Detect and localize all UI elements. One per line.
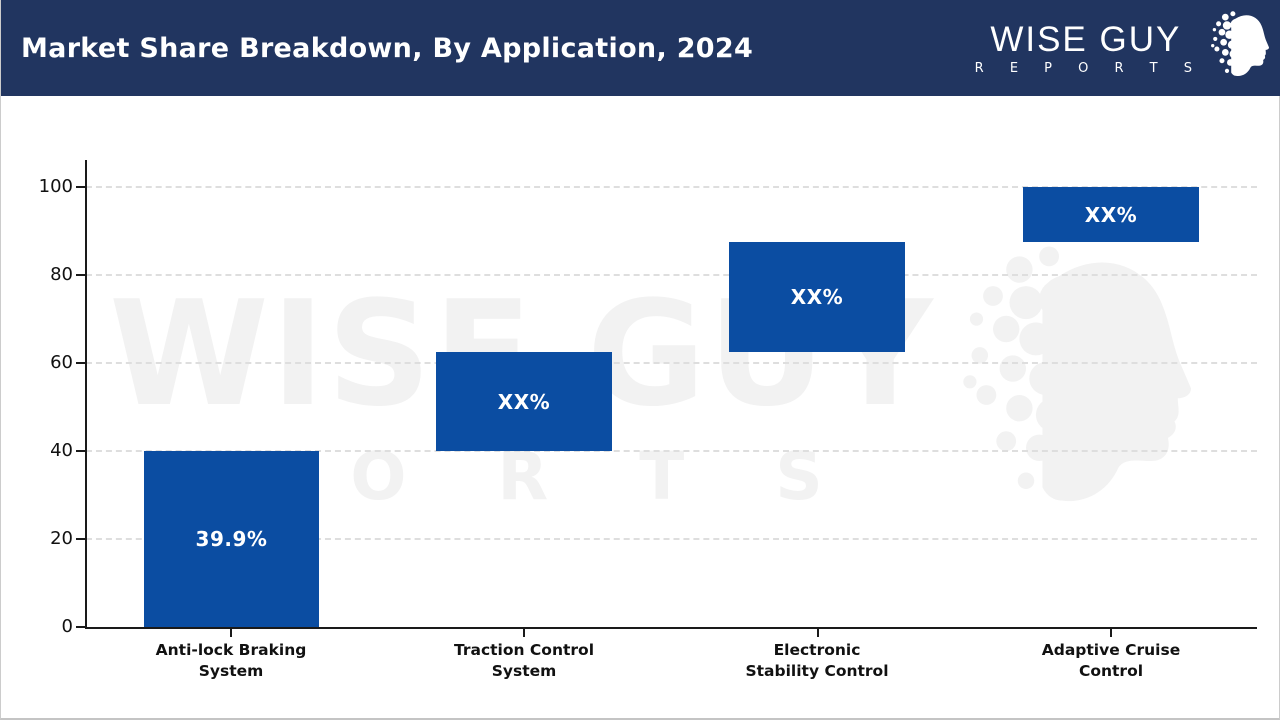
gridline-60 xyxy=(86,362,1257,364)
gridline-80 xyxy=(86,274,1257,276)
bar-value-label: 39.9% xyxy=(195,527,268,551)
y-tick xyxy=(76,450,85,452)
y-tick-label: 0 xyxy=(61,616,73,637)
y-tick xyxy=(76,626,85,628)
logo-text: WISE GUY R E P O R T S xyxy=(969,20,1203,76)
header-bar: Market Share Breakdown, By Application, … xyxy=(1,0,1280,96)
y-tick xyxy=(76,538,85,540)
bar-traction-control-system: XX% xyxy=(436,352,612,451)
x-tick xyxy=(1110,629,1112,637)
logo-subtitle: R E P O R T S xyxy=(974,60,1203,76)
page-title: Market Share Breakdown, By Application, … xyxy=(21,32,754,64)
x-tick xyxy=(523,629,525,637)
x-tick xyxy=(230,629,232,637)
x-axis-line xyxy=(85,627,1257,629)
y-tick-label: 20 xyxy=(50,528,73,549)
y-tick-label: 100 xyxy=(38,176,73,197)
logo-wordmark: WISE GUY xyxy=(990,20,1182,60)
dotted-head-profile-icon xyxy=(1211,11,1269,77)
x-category-label: Traction Control System xyxy=(453,641,595,680)
y-tick xyxy=(76,186,85,188)
wise-guy-reports-logo: WISE GUY R E P O R T S xyxy=(969,6,1269,92)
gridline-20 xyxy=(86,538,1257,540)
gridline-40 xyxy=(86,450,1257,452)
watermark-dotted-head-icon xyxy=(963,246,1191,502)
y-tick xyxy=(76,362,85,364)
y-tick xyxy=(76,274,85,276)
y-tick-label: 80 xyxy=(50,264,73,285)
bar-adaptive-cruise-control: XX% xyxy=(1023,187,1199,242)
bar-anti-lock-braking-system: 39.9% xyxy=(144,451,319,627)
bar-value-label: XX% xyxy=(790,285,844,309)
y-axis-line xyxy=(85,160,87,629)
gridline-100 xyxy=(86,186,1257,188)
bar-electronic-stability-control: XX% xyxy=(729,242,905,352)
x-category-label: Anti-lock Braking System xyxy=(155,641,307,680)
x-category-label: Adaptive Cruise Control xyxy=(1041,641,1181,680)
x-tick xyxy=(817,629,819,637)
y-tick-label: 60 xyxy=(50,352,73,373)
bar-value-label: XX% xyxy=(1084,202,1138,227)
y-tick-label: 40 xyxy=(50,440,73,461)
x-category-label: Electronic Stability Control xyxy=(745,641,889,680)
bar-value-label: XX% xyxy=(497,389,551,414)
